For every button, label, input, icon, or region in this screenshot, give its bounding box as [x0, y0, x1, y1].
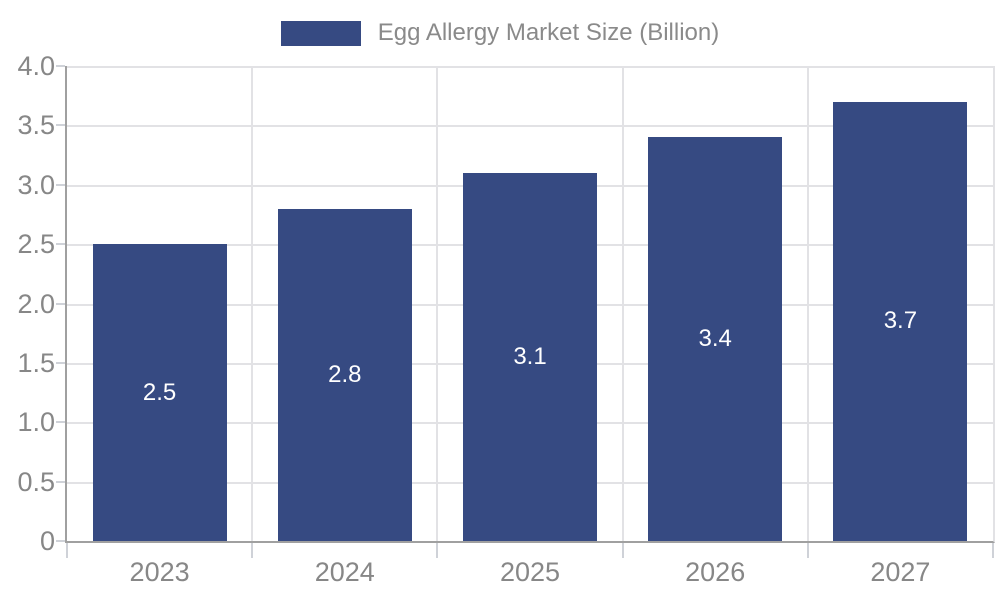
y-tick-label: 3.0 [17, 169, 55, 200]
y-tick-mark [56, 361, 65, 364]
y-tick-label: 1.5 [17, 347, 55, 378]
h-gridline [67, 125, 993, 128]
v-gridline [621, 66, 624, 541]
y-tick-label: 1.0 [17, 407, 55, 438]
y-tick-label: 4.0 [17, 51, 55, 81]
bar: 2.8 [277, 208, 412, 541]
h-gridline [67, 66, 993, 68]
x-tick-label: 2026 [685, 557, 746, 587]
x-tick-mark [66, 543, 68, 558]
bar: 3.7 [833, 101, 968, 541]
bar-value-label: 2.5 [142, 378, 177, 406]
x-tick-mark [436, 543, 439, 558]
bar: 2.5 [92, 244, 227, 541]
y-tick-label: 0 [39, 526, 55, 556]
x-tick-label: 2024 [314, 557, 375, 587]
y-tick-label: 2.0 [17, 288, 55, 319]
v-gridline [251, 66, 254, 541]
y-tick-mark [56, 302, 65, 305]
bar-value-label: 3.1 [513, 342, 547, 370]
y-tick-mark [56, 243, 65, 246]
legend-swatch-icon [280, 20, 361, 46]
chart-legend: Egg Allergy Market Size (Billion) [0, 19, 1000, 47]
bar: 3.4 [648, 137, 783, 541]
y-tick-label: 0.5 [17, 466, 55, 497]
y-tick-mark [56, 480, 65, 483]
x-tick-mark [251, 543, 254, 558]
x-tick-mark [806, 543, 809, 558]
legend-label: Egg Allergy Market Size (Billion) [377, 19, 720, 46]
y-tick-mark [56, 421, 65, 424]
y-tick-mark [56, 183, 65, 186]
x-tick-label: 2023 [129, 557, 190, 587]
y-tick-mark [56, 65, 65, 67]
bar-value-label: 3.4 [698, 325, 732, 353]
x-tick-label: 2027 [870, 557, 931, 587]
y-tick-mark [56, 124, 65, 127]
y-tick-label: 3.5 [17, 110, 55, 141]
bar-value-label: 3.7 [883, 307, 918, 335]
v-gridline [806, 66, 809, 541]
x-tick-label: 2025 [499, 557, 561, 587]
y-tick-label: 2.5 [17, 229, 55, 260]
plot-area: 2.5 2.8 3.1 3.4 3.7 [65, 66, 995, 543]
bar-value-label: 2.8 [328, 360, 362, 388]
v-gridline [436, 66, 439, 541]
bar: 3.1 [463, 172, 597, 541]
x-tick-mark [992, 543, 994, 558]
y-tick-mark [56, 540, 65, 542]
x-tick-mark [621, 543, 624, 558]
